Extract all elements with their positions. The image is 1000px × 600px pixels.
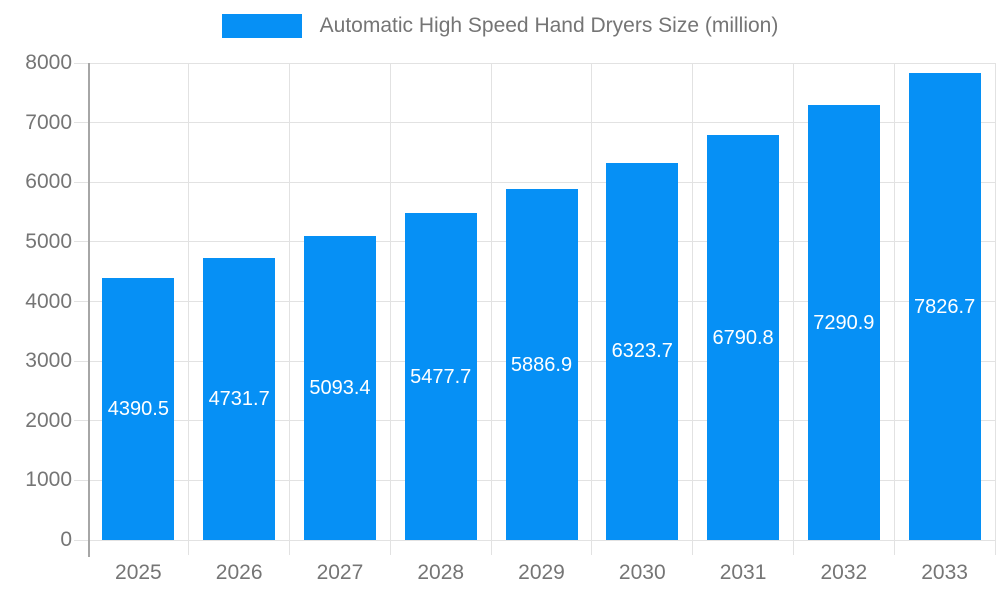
y-axis-tick-label: 3000: [25, 349, 72, 373]
y-axis-tick-label: 0: [60, 528, 72, 551]
y-axis-tick-label: 5000: [25, 229, 72, 253]
x-axis-tick-label: 2030: [618, 561, 666, 584]
bar-2025[interactable]: 4390.5: [102, 278, 175, 540]
bar-2032[interactable]: 7290.9: [807, 105, 880, 540]
x-gridline: [893, 63, 895, 555]
x-gridline: [289, 63, 291, 555]
bar-2030[interactable]: 6323.7: [606, 162, 679, 540]
y-axis-line: [88, 63, 90, 557]
legend-label: Automatic High Speed Hand Dryers Size (m…: [319, 14, 779, 37]
bar-2027[interactable]: 5093.4: [303, 236, 376, 540]
y-axis-tick-label: 7000: [25, 110, 72, 134]
x-axis-tick-label: 2027: [316, 561, 364, 584]
y-gridline: [74, 539, 995, 541]
bar-2031[interactable]: 6790.8: [707, 135, 780, 540]
x-axis-tick-label: 2026: [215, 561, 263, 584]
x-axis-tick-label: 2025: [115, 561, 162, 584]
x-axis-tick-label: 2031: [719, 561, 767, 584]
y-gridline: [74, 62, 995, 64]
bar-value-label: 5886.9: [510, 353, 573, 376]
x-gridline: [188, 63, 190, 555]
y-axis-tick-label: 6000: [25, 170, 72, 194]
bar-value-label: 6323.7: [611, 340, 673, 363]
x-gridline: [389, 63, 391, 555]
bar-2033[interactable]: 7826.7: [908, 73, 981, 540]
bar-value-label: 6790.8: [712, 326, 774, 349]
bar-value-label: 5093.4: [309, 377, 371, 400]
x-axis-tick-label: 2032: [820, 561, 868, 584]
y-axis-tick-label: 1000: [25, 468, 72, 492]
bar-value-label: 7290.9: [813, 311, 875, 334]
bar-value-label: 7826.7: [914, 295, 976, 318]
x-gridline: [792, 63, 794, 555]
y-gridline: [74, 181, 995, 183]
bar-value-label: 5477.7: [410, 365, 472, 388]
bar-2029[interactable]: 5886.9: [505, 189, 578, 540]
legend[interactable]: Automatic High Speed Hand Dryers Size (m…: [0, 14, 1000, 38]
legend-swatch-icon: [221, 14, 302, 38]
y-axis-tick-label: 4000: [25, 289, 72, 313]
y-axis-tick-label: 8000: [25, 51, 72, 74]
x-axis-tick-label: 2033: [921, 561, 968, 584]
bar-2028[interactable]: 5477.7: [404, 213, 477, 540]
y-gridline: [74, 122, 995, 124]
bar-value-label: 4390.5: [107, 398, 169, 421]
x-gridline: [490, 63, 492, 555]
bar-2026[interactable]: 4731.7: [203, 257, 276, 540]
x-gridline: [591, 63, 593, 555]
y-axis-tick-label: 2000: [25, 408, 72, 432]
x-axis-tick-label: 2029: [518, 561, 565, 584]
bar-value-label: 4731.7: [208, 387, 270, 410]
x-axis-tick-label: 2028: [417, 561, 465, 584]
x-gridline: [692, 63, 694, 555]
x-gridline: [994, 63, 996, 555]
plot-area: 4390.5 4731.7 5093.4 5477.7 5886.9 6323.7 6790…: [74, 62, 996, 555]
